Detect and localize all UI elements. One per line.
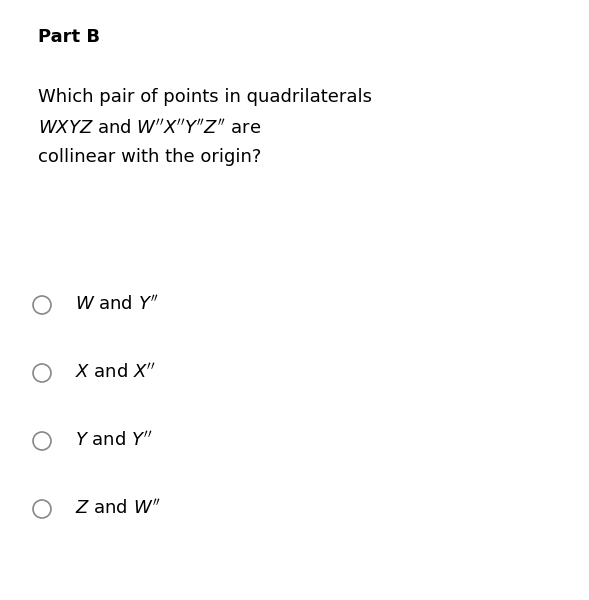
Text: $\mathit{Y}$ and $\mathit{Y''}$: $\mathit{Y}$ and $\mathit{Y''}$ [75,431,153,450]
Text: Part B: Part B [38,28,100,46]
Text: $\mathit{WXYZ}$ and $\mathit{W''X''Y''Z''}$ are: $\mathit{WXYZ}$ and $\mathit{W''X''Y''Z'… [38,118,262,137]
Text: Which pair of points in quadrilaterals: Which pair of points in quadrilaterals [38,88,372,106]
Text: $\mathit{Z}$ and $\mathit{W''}$: $\mathit{Z}$ and $\mathit{W''}$ [75,499,161,518]
Text: $\mathit{X}$ and $\mathit{X''}$: $\mathit{X}$ and $\mathit{X''}$ [75,363,155,382]
Text: collinear with the origin?: collinear with the origin? [38,148,262,166]
Text: $\mathit{W}$ and $\mathit{Y''}$: $\mathit{W}$ and $\mathit{Y''}$ [75,295,159,314]
